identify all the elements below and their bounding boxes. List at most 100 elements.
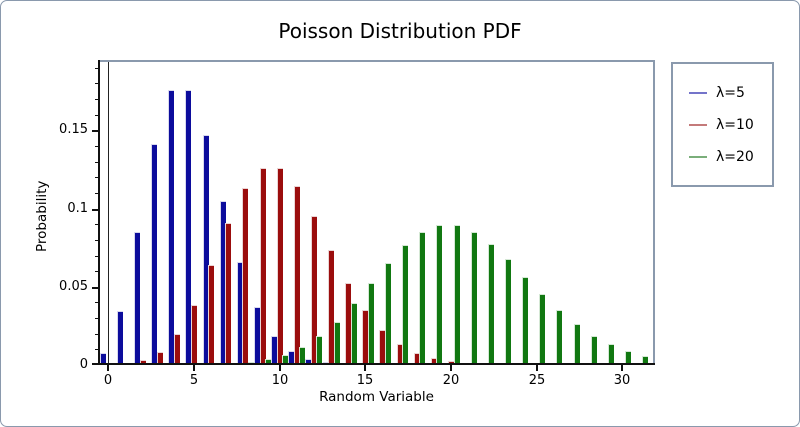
legend-item: λ=20 <box>673 141 772 173</box>
y-tick <box>92 209 98 211</box>
bar <box>242 188 248 364</box>
bar <box>277 168 283 364</box>
legend-line-marker <box>689 124 707 126</box>
bar <box>100 353 106 364</box>
legend: λ=5 λ=10 λ=20 <box>671 62 774 187</box>
bar <box>379 330 385 364</box>
x-tick <box>536 365 538 371</box>
bar <box>203 135 209 364</box>
legend-item: λ=10 <box>673 109 772 141</box>
x-axis-label: Random Variable <box>319 389 434 405</box>
bar <box>522 277 528 364</box>
bar <box>397 344 403 364</box>
x-tick-label: 5 <box>189 373 199 388</box>
x-tick-label: 25 <box>528 373 546 388</box>
bar <box>254 307 260 364</box>
x-tick <box>193 365 195 371</box>
bar <box>351 303 357 364</box>
bar <box>625 351 631 364</box>
y-tick-label: 0.1 <box>67 201 88 216</box>
chart-title: Poisson Distribution PDF <box>278 19 522 43</box>
x-tick <box>364 365 366 371</box>
legend-item: λ=5 <box>673 77 772 109</box>
x-tick-label: 10 <box>271 373 289 388</box>
bar <box>574 324 580 364</box>
bar <box>299 347 305 364</box>
y-minor-tick <box>95 115 98 116</box>
y-tick-label: 0.05 <box>59 279 88 294</box>
x-tick-label: 20 <box>442 373 460 388</box>
bar <box>185 90 191 364</box>
bar <box>414 353 420 364</box>
bar <box>334 322 340 364</box>
legend-label: λ=5 <box>716 85 745 101</box>
bar <box>191 305 197 364</box>
bar <box>311 216 317 364</box>
x-tick-label: 15 <box>356 373 374 388</box>
bar <box>448 361 454 364</box>
y-minor-tick <box>95 224 98 225</box>
bar <box>282 355 288 364</box>
y-minor-tick <box>95 240 98 241</box>
y-tick-label: 0 <box>79 357 88 372</box>
bar <box>431 358 437 364</box>
x-tick-label: 0 <box>103 373 113 388</box>
bar <box>402 245 408 364</box>
bar <box>265 359 271 364</box>
bar <box>436 225 442 364</box>
bar <box>220 201 226 364</box>
y-tick <box>92 363 98 365</box>
x-tick <box>279 365 281 371</box>
bar <box>488 244 494 364</box>
bar <box>539 294 545 364</box>
bar <box>385 263 391 364</box>
x-tick <box>107 365 109 371</box>
bar <box>454 225 460 364</box>
bar <box>117 311 123 364</box>
y-minor-tick <box>95 271 98 272</box>
bar <box>140 360 146 364</box>
x-tick <box>621 365 623 371</box>
bar <box>345 283 351 364</box>
bar <box>368 283 374 364</box>
bar <box>225 223 231 364</box>
bar <box>556 310 562 364</box>
bar <box>157 352 163 364</box>
bar <box>151 144 157 364</box>
y-minor-tick <box>95 302 98 303</box>
bar <box>419 232 425 364</box>
legend-line-marker <box>689 156 707 158</box>
y-minor-tick <box>95 349 98 350</box>
x-tick <box>450 365 452 371</box>
bar <box>591 336 597 364</box>
y-minor-tick <box>95 83 98 84</box>
bar <box>271 336 277 364</box>
x-axis-line <box>98 363 655 365</box>
y-minor-tick <box>95 99 98 100</box>
bar <box>328 250 334 364</box>
y-axis-label: Probability <box>34 180 50 252</box>
bar <box>505 259 511 364</box>
y-tick <box>92 130 98 132</box>
bar <box>260 168 266 364</box>
y-minor-tick <box>95 193 98 194</box>
bar <box>134 232 140 364</box>
bar <box>642 356 648 364</box>
y-tick-label: 0.15 <box>59 122 88 137</box>
x-tick-label: 30 <box>613 373 631 388</box>
plot-frame-right <box>653 60 655 365</box>
bar <box>316 336 322 364</box>
bar <box>208 265 214 364</box>
bar <box>305 359 311 364</box>
legend-line-marker <box>689 92 707 94</box>
bar <box>288 351 294 364</box>
legend-label: λ=20 <box>716 149 754 165</box>
bar <box>168 90 174 364</box>
y-axis-line <box>98 60 100 365</box>
y-minor-tick <box>95 318 98 319</box>
y-minor-tick <box>95 162 98 163</box>
y-minor-tick <box>95 68 98 69</box>
y-minor-tick <box>95 177 98 178</box>
y-minor-tick <box>95 146 98 147</box>
bar <box>294 186 300 364</box>
